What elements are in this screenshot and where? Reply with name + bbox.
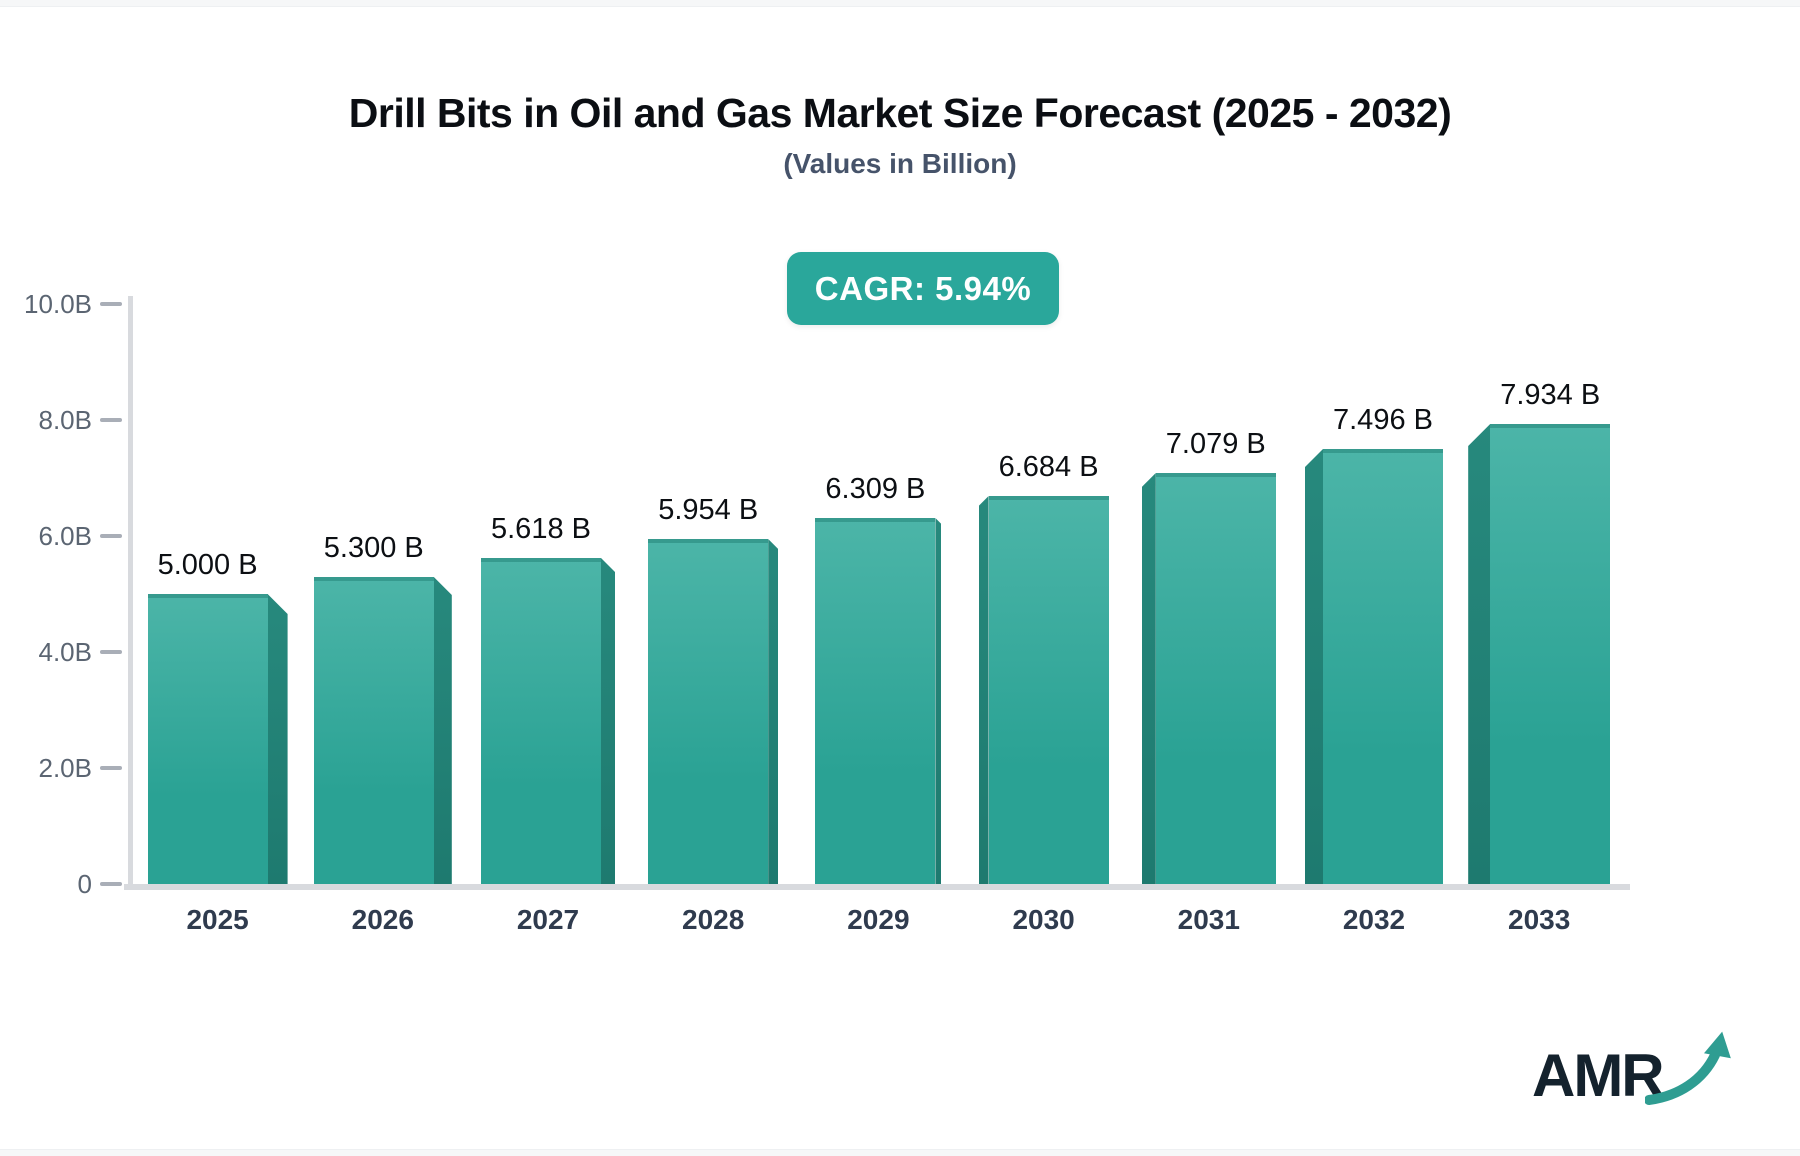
- x-axis-category-label: 2029: [847, 904, 910, 935]
- bar-2029: [815, 518, 936, 884]
- bar-top-edge: [1155, 473, 1276, 477]
- bar-value-label: 7.496 B: [1333, 404, 1433, 436]
- bar-top-edge: [313, 577, 434, 581]
- bar-value-label: 7.079 B: [1165, 428, 1266, 460]
- x-axis-category-label: 2031: [1177, 904, 1240, 935]
- x-axis-category-label: 2033: [1508, 904, 1571, 935]
- y-axis-tick-mark: [100, 302, 122, 306]
- bar-side-face: [267, 594, 288, 884]
- bar-2030: [988, 496, 1109, 884]
- y-axis-tick-mark: [100, 418, 122, 422]
- y-axis-tick-label: 0: [77, 869, 92, 899]
- amr-logo: AMR: [1532, 1028, 1741, 1108]
- y-axis-tick-mark: [100, 534, 122, 538]
- y-axis-tick-mark: [100, 882, 122, 886]
- y-axis-tick-label: 4.0B: [38, 637, 93, 667]
- bar-top-edge: [1323, 449, 1443, 453]
- bar-2031: [1155, 473, 1276, 884]
- amr-logo-arrow-icon: [1644, 1031, 1731, 1105]
- bar-value-label: 5.618 B: [491, 513, 591, 545]
- x-axis-category-label: 2026: [351, 904, 414, 935]
- amr-logo-text: AMR: [1532, 1042, 1665, 1109]
- bar-side-face: [768, 539, 779, 884]
- bar-top-edge: [1490, 424, 1611, 428]
- bar-2027: [481, 558, 601, 884]
- chart-title: Drill Bits in Oil and Gas Market Size Fo…: [348, 90, 1452, 136]
- y-axis-tick-label: 10.0B: [24, 289, 92, 319]
- x-axis-category-label: 2027: [516, 904, 580, 935]
- bar-top-edge: [648, 539, 769, 543]
- bar-side-face: [601, 558, 615, 884]
- y-axis-tick-label: 2.0B: [38, 753, 93, 783]
- bar-top-edge: [147, 594, 268, 598]
- bar-side-face: [935, 518, 942, 884]
- bar-side-face: [978, 496, 989, 884]
- x-axis-baseline: [124, 884, 1630, 890]
- bar-2032: [1323, 449, 1443, 884]
- bar-2026: [313, 577, 434, 884]
- top-border-strip: [0, 0, 1800, 7]
- y-axis-tick-label: 8.0B: [38, 405, 93, 435]
- bar-side-face: [1141, 473, 1156, 884]
- bar-value-label: 7.934 B: [1500, 379, 1601, 411]
- bar-value-label: 5.300 B: [323, 532, 424, 564]
- cagr-badge: CAGR: 5.94%: [787, 252, 1059, 325]
- bar-top-edge: [815, 518, 936, 522]
- y-axis-tick-label: 6.0B: [38, 521, 93, 551]
- bar-value-label: 5.000 B: [157, 549, 258, 581]
- x-axis-category-label: 2028: [682, 904, 745, 935]
- bar-side-face: [433, 577, 452, 884]
- y-axis-line: [128, 296, 133, 890]
- bar-value-label: 5.954 B: [658, 494, 759, 526]
- bar-value-label: 6.684 B: [998, 451, 1099, 483]
- x-axis-category-label: 2032: [1342, 904, 1406, 935]
- bar-side-face: [1468, 424, 1491, 884]
- bar-value-label: 6.309 B: [825, 473, 926, 505]
- bar-2025: [147, 594, 268, 884]
- y-axis-tick-mark: [100, 766, 122, 770]
- bottom-border-strip: [0, 1149, 1800, 1156]
- bar-top-edge: [988, 496, 1109, 500]
- bar-side-face: [1305, 449, 1323, 884]
- chart-subtitle: (Values in Billion): [783, 148, 1017, 179]
- bar-2033: [1490, 424, 1611, 884]
- bar-2028: [648, 539, 769, 884]
- x-axis-category-label: 2025: [186, 904, 249, 935]
- y-axis-tick-mark: [100, 650, 122, 654]
- bar-top-edge: [481, 558, 601, 562]
- x-axis-category-label: 2030: [1012, 904, 1075, 935]
